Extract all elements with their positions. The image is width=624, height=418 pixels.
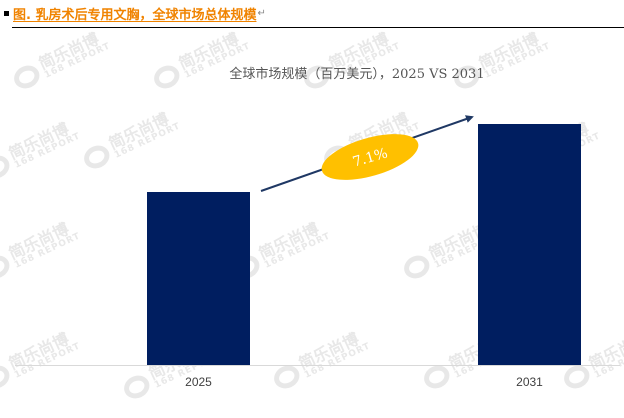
bullet-icon bbox=[4, 10, 9, 16]
cagr-ellipse bbox=[321, 134, 419, 180]
bar-2031 bbox=[478, 124, 581, 365]
figure-caption: 图. 乳房术后专用文胸，全球市场总体规模 ↵ bbox=[4, 3, 266, 23]
x-tick-label-2025: 2025 bbox=[185, 375, 212, 389]
caption-divider bbox=[12, 27, 624, 28]
x-axis-line bbox=[15, 365, 620, 366]
chart-title: 全球市场规模（百万美元），2025 VS 2031 bbox=[229, 67, 485, 82]
x-tick-label-2031: 2031 bbox=[516, 375, 543, 389]
paragraph-mark-icon: ↵ bbox=[257, 7, 266, 19]
bar-2025 bbox=[147, 192, 250, 365]
caption-text: 图. 乳房术后专用文胸，全球市场总体规模 bbox=[13, 7, 257, 23]
